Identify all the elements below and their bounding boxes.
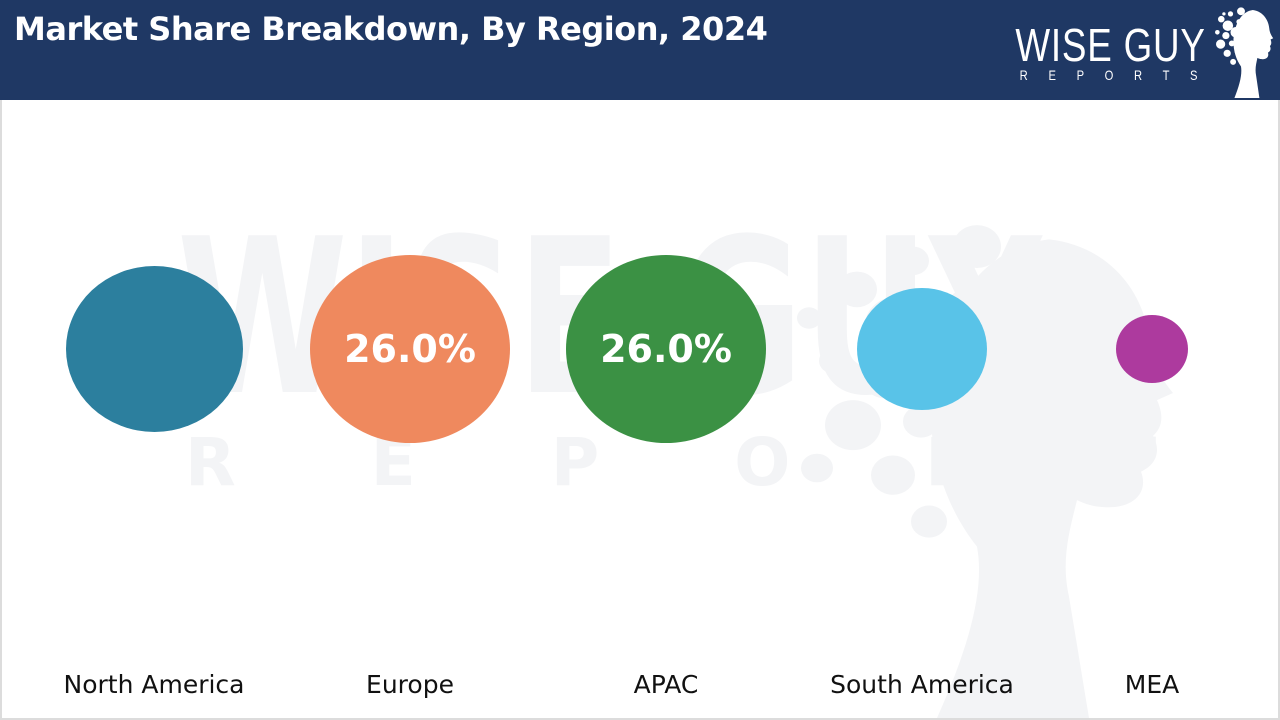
category-label-europe: Europe: [366, 670, 454, 699]
bubble-south-america[interactable]: [857, 288, 987, 410]
category-label-south-america: South America: [830, 670, 1014, 699]
wise-guy-logo: WISE GUY R E P O R T S: [967, 0, 1280, 100]
page-title: Market Share Breakdown, By Region, 2024: [14, 10, 768, 48]
logo-wordmark-line2: R E P O R T S: [1019, 67, 1206, 84]
bubble-europe[interactable]: 26.0%: [310, 255, 510, 443]
dotted-head-profile-icon: [1215, 7, 1274, 98]
bubble-mea[interactable]: [1116, 315, 1188, 383]
bubble-north-america[interactable]: [65, 266, 243, 432]
logo-wordmark-line1: WISE GUY: [1015, 18, 1206, 71]
logo-wordmark: WISE GUY R E P O R T S: [1015, 18, 1206, 84]
category-label-apac: APAC: [633, 670, 699, 699]
watermark-dotted-head-profile-icon: [797, 225, 1173, 718]
category-label-north-america: North America: [63, 670, 245, 699]
bubble-apac[interactable]: 26.0%: [566, 255, 766, 443]
bubble-value-label: 26.0%: [344, 327, 476, 371]
header-bar: Market Share Breakdown, By Region, 2024 …: [0, 0, 1280, 100]
category-label-mea: MEA: [1124, 670, 1180, 699]
bubble-value-label: 26.0%: [600, 327, 732, 371]
